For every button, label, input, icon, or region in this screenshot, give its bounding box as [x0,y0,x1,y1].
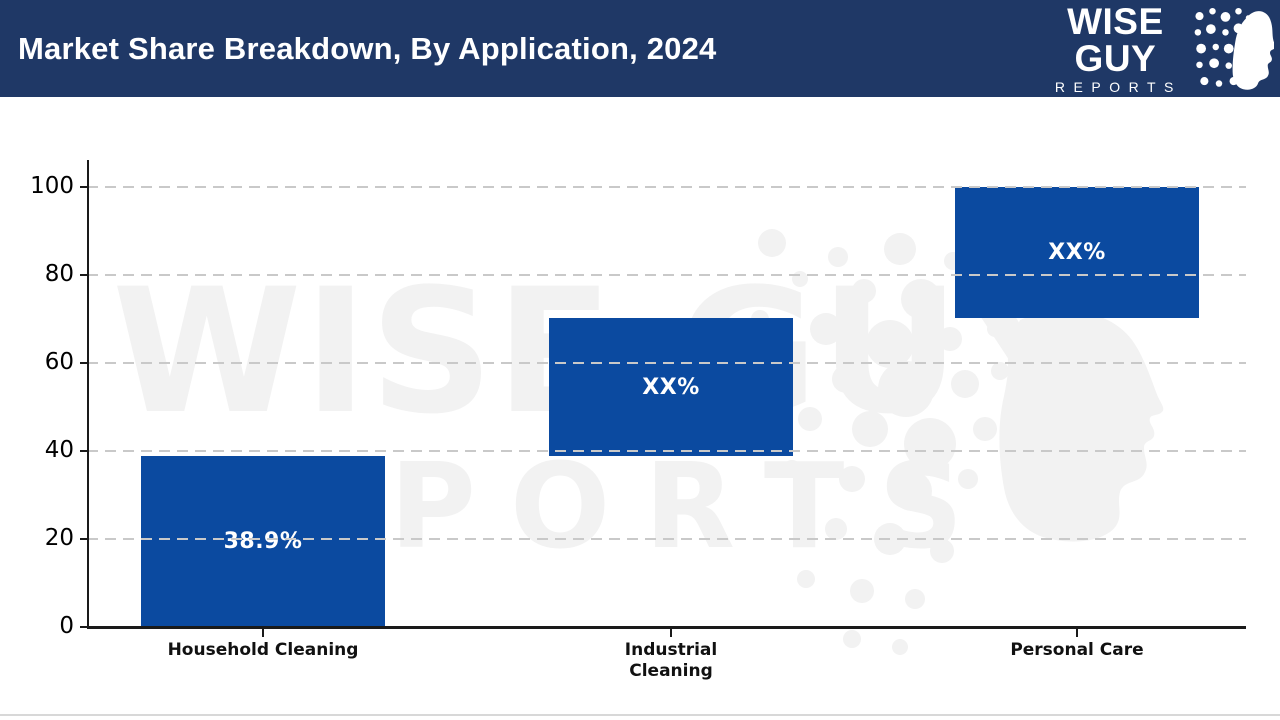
y-axis-spine [87,160,89,628]
y-tick-label: 20 [44,525,74,551]
bar-segment-2: XX% [955,187,1199,318]
x-tick-label: Personal Care [967,640,1187,661]
y-tick [80,538,87,540]
x-tick [670,629,672,637]
x-tick-label: Household Cleaning [153,640,373,661]
y-tick [80,450,87,452]
gridline-y60 [87,362,1246,364]
y-tick [80,186,87,188]
watermark-face-profile-icon [999,310,1164,542]
gridline-y80 [87,274,1246,276]
page-title: Market Share Breakdown, By Application, … [18,30,717,66]
bar-value-label: XX% [1048,240,1106,265]
watermark-dots-icon [751,229,1009,655]
dot-face-profile-icon [1194,7,1274,90]
x-tick-label: Industrial Cleaning [561,640,781,682]
bar-value-label: 38.9% [223,529,303,554]
bottom-divider [0,714,1280,716]
bar-segment-1: XX% [549,318,793,456]
gridline-y20 [87,538,1246,540]
header-bar: Market Share Breakdown, By Application, … [0,0,1280,97]
y-tick-label: 40 [44,437,74,463]
y-tick-label: 100 [30,173,74,199]
x-tick-label-line: Cleaning [629,661,713,681]
bar-segment-0: 38.9% [141,456,385,627]
brand-logo-text: WISE GUY REPORTS [1024,3,1207,95]
y-tick-label: 0 [59,613,74,639]
x-tick [262,629,264,637]
chart-canvas: WISE GUY REPORTS 02 [0,97,1280,720]
x-tick [1076,629,1078,637]
x-tick-label-line: Household Cleaning [167,640,359,660]
gridline-y100 [87,186,1246,188]
logo-subtitle: REPORTS [1054,79,1182,95]
y-tick-label: 60 [44,349,74,375]
brand-logo: WISE GUY REPORTS [1024,3,1274,95]
logo-wordmark: WISE GUY [1067,1,1164,79]
x-tick-label-line: Personal Care [1010,640,1144,660]
y-tick [80,362,87,364]
bar-value-label: XX% [642,374,700,400]
y-tick [80,274,87,276]
gridline-y40 [87,450,1246,452]
y-tick [80,626,87,628]
x-tick-label-line: Industrial [624,640,718,660]
y-tick-label: 80 [44,261,74,287]
x-axis-spine [87,626,1246,629]
